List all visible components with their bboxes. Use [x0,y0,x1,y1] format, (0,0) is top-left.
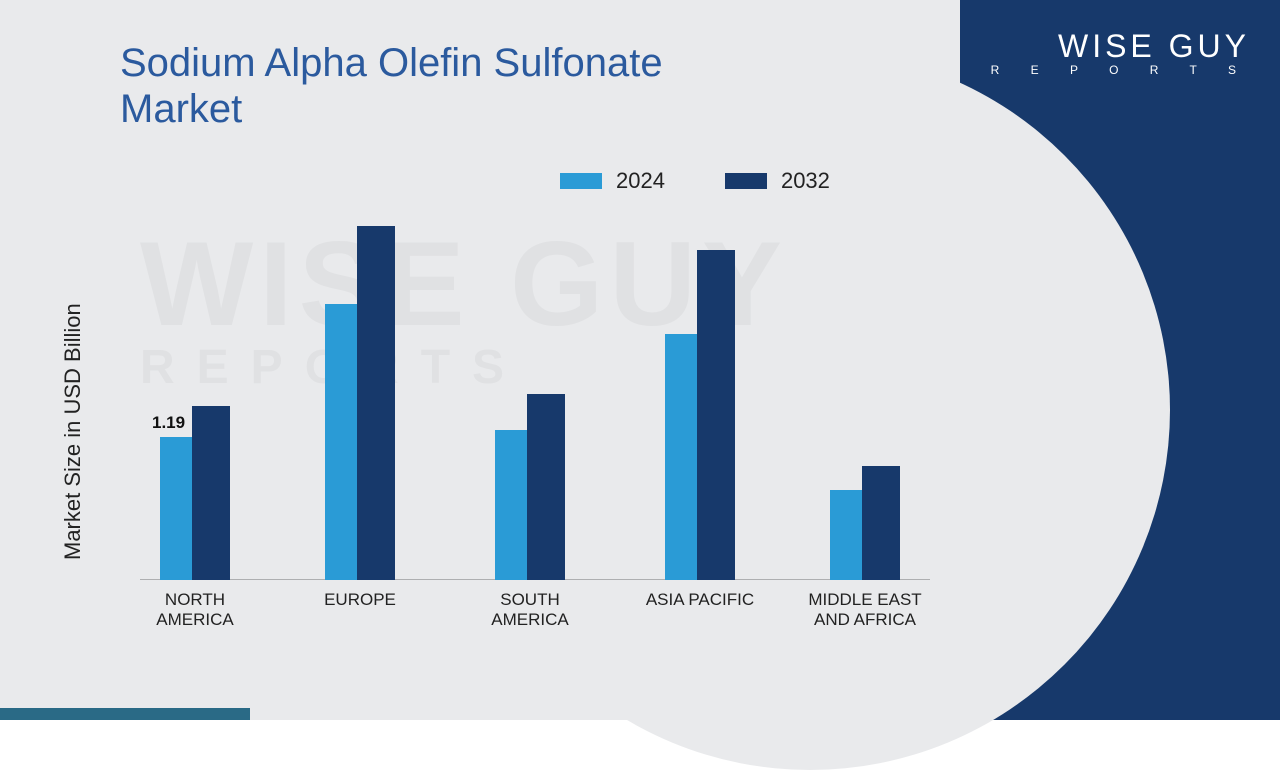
legend-item-2032: 2032 [725,168,830,194]
bar-group: MIDDLE EAST AND AFRICA [830,466,900,580]
legend-swatch-2024 [560,173,602,189]
bar-group: ASIA PACIFIC [665,250,735,580]
bar [862,466,900,580]
brand-name: WISE GUY [1058,28,1250,64]
brand-sub: R E P O R T S [991,64,1250,76]
bar [357,226,395,580]
category-label: ASIA PACIFIC [630,590,770,610]
legend: 2024 2032 [560,168,830,194]
legend-label-2024: 2024 [616,168,665,194]
legend-label-2032: 2032 [781,168,830,194]
category-label: MIDDLE EAST AND AFRICA [795,590,935,629]
brand-logo: WISE GUY R E P O R T S [991,30,1250,76]
stage: WISE GUY R E P O R T S WISE GUY REPORTS … [0,0,1280,720]
bar [527,394,565,580]
y-axis-label: Market Size in USD Billion [60,303,86,560]
legend-item-2024: 2024 [560,168,665,194]
bar-group: EUROPE [325,226,395,580]
chart-title: Sodium Alpha Olefin Sulfonate Market [120,40,740,132]
bar [697,250,735,580]
footer-accent-bar [0,708,250,720]
category-label: SOUTH AMERICA [460,590,600,629]
chart-area: NORTH AMERICAEUROPESOUTH AMERICAASIA PAC… [110,200,930,580]
bar [192,406,230,580]
category-label: EUROPE [290,590,430,610]
bar-group: SOUTH AMERICA [495,394,565,580]
value-label: 1.19 [152,413,185,433]
legend-swatch-2032 [725,173,767,189]
category-label: NORTH AMERICA [125,590,265,629]
